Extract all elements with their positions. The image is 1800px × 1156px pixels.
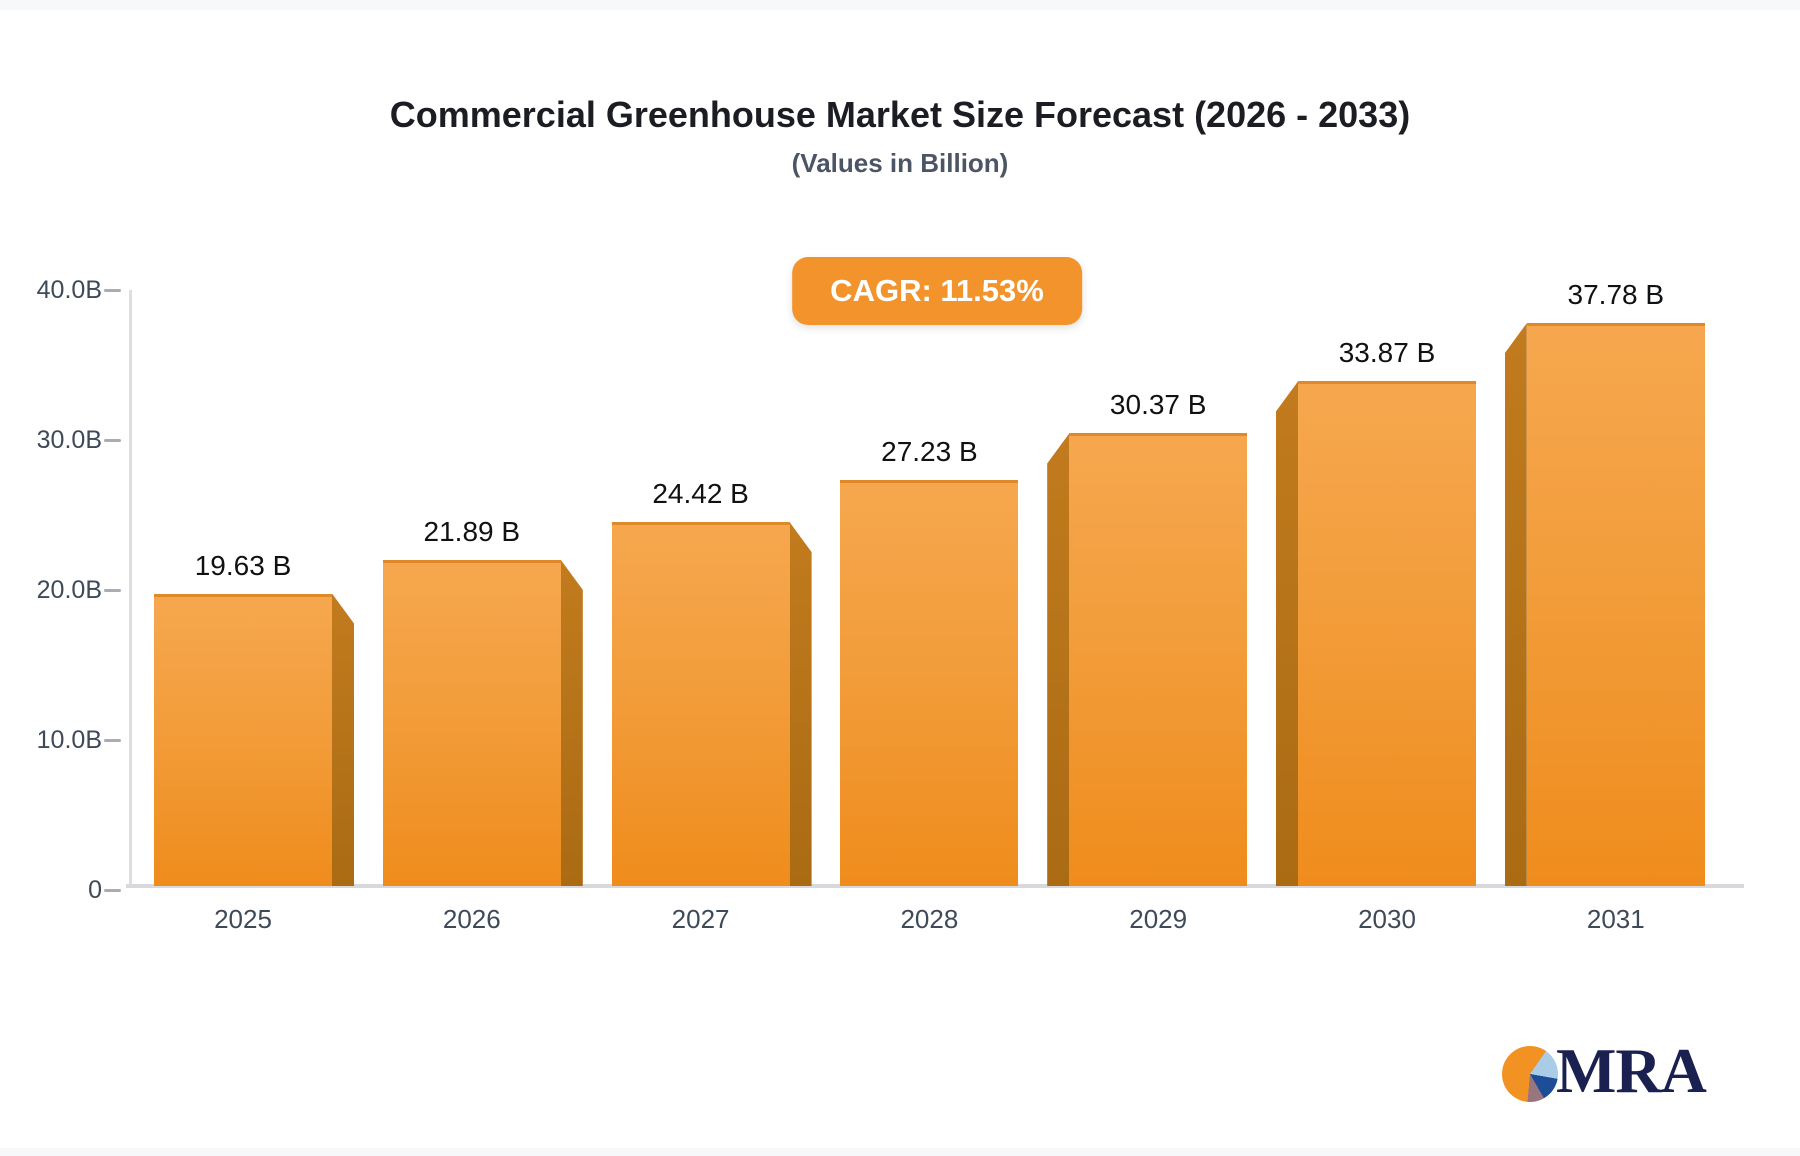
y-tick-label: 10.0B <box>36 726 102 754</box>
mra-logo-text: MRA <box>1556 1035 1707 1106</box>
bar-3d-side-2030 <box>1276 381 1298 886</box>
page-top-strip <box>0 0 1800 10</box>
x-tick-label-2026: 2026 <box>442 904 501 934</box>
bar-2031 <box>1526 323 1705 886</box>
bar-value-label-2031: 37.78 B <box>1567 279 1665 311</box>
bar-3d-side-2031 <box>1504 323 1527 886</box>
y-axis-line <box>129 290 132 888</box>
bar-2028 <box>840 480 1019 886</box>
bar-2029 <box>1069 433 1248 886</box>
x-tick-label-2027: 2027 <box>671 904 730 934</box>
bar-value-label-2028: 27.23 B <box>881 436 978 468</box>
bar-value-label-2026: 21.89 B <box>423 515 521 547</box>
x-tick-label-2031: 2031 <box>1586 904 1645 934</box>
y-tick-mark <box>104 439 121 442</box>
y-tick-mark <box>104 739 121 742</box>
bar-2026 <box>382 559 561 886</box>
bar-value-label-2029: 30.37 B <box>1109 389 1207 421</box>
bar-3d-side-2025 <box>332 593 354 886</box>
x-tick-label-2029: 2029 <box>1129 904 1188 934</box>
x-tick-label-2030: 2030 <box>1358 904 1416 934</box>
page-bottom-strip <box>0 1148 1800 1156</box>
brand-logo: MRA <box>1502 1036 1722 1106</box>
y-tick-mark <box>104 589 121 592</box>
bar-3d-side-2027 <box>789 522 812 886</box>
pie-chart-icon <box>1502 1046 1558 1102</box>
chart-title: Commercial Greenhouse Market Size Foreca… <box>389 94 1411 135</box>
bar-value-label-2030: 33.87 B <box>1338 337 1436 369</box>
bar-value-label-2025: 19.63 B <box>194 549 292 581</box>
cagr-badge: CAGR: 11.53% <box>792 257 1082 325</box>
y-tick-label: 30.0B <box>36 426 102 454</box>
chart-subtitle: (Values in Billion) <box>791 148 1009 178</box>
y-tick-mark <box>104 889 121 892</box>
y-tick-label: 0 <box>88 876 102 904</box>
bar-value-label-2027: 24.42 B <box>652 478 749 510</box>
bar-3d-side-2029 <box>1047 433 1070 886</box>
y-tick-label: 20.0B <box>36 576 102 604</box>
y-tick-label: 40.0B <box>36 276 102 304</box>
bar-3d-side-2026 <box>560 559 583 886</box>
y-tick-mark <box>104 289 121 292</box>
x-tick-label-2028: 2028 <box>900 904 959 934</box>
x-tick-label-2025: 2025 <box>214 904 272 934</box>
x-axis-line <box>126 884 1744 888</box>
bar-2027 <box>611 522 790 886</box>
bar-2030 <box>1298 381 1476 886</box>
bar-2025 <box>154 593 332 886</box>
